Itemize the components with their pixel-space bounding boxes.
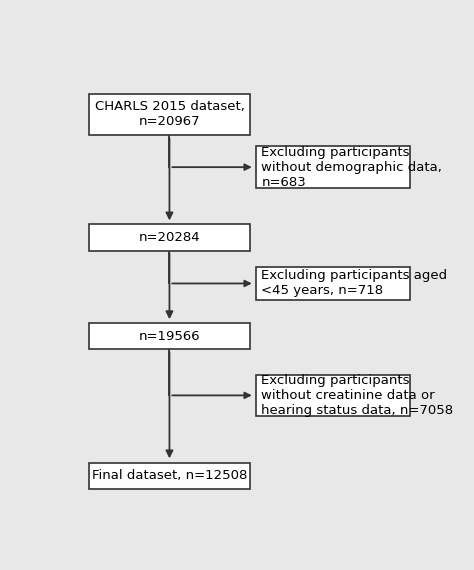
FancyBboxPatch shape (256, 374, 410, 416)
Text: Excluding participants aged
<45 years, n=718: Excluding participants aged <45 years, n… (261, 270, 447, 298)
FancyBboxPatch shape (89, 323, 250, 349)
Text: n=19566: n=19566 (138, 329, 201, 343)
Text: n=20284: n=20284 (138, 231, 201, 244)
FancyBboxPatch shape (89, 462, 250, 489)
Text: CHARLS 2015 dataset,
n=20967: CHARLS 2015 dataset, n=20967 (94, 100, 245, 128)
FancyBboxPatch shape (89, 93, 250, 135)
FancyBboxPatch shape (89, 224, 250, 251)
FancyBboxPatch shape (256, 146, 410, 188)
Text: Final dataset, n=12508: Final dataset, n=12508 (92, 469, 247, 482)
FancyBboxPatch shape (256, 267, 410, 300)
Text: Excluding participants
without creatinine data or
hearing status data, n=7058: Excluding participants without creatinin… (261, 374, 454, 417)
Text: Excluding participants
without demographic data,
n=683: Excluding participants without demograph… (261, 146, 442, 189)
